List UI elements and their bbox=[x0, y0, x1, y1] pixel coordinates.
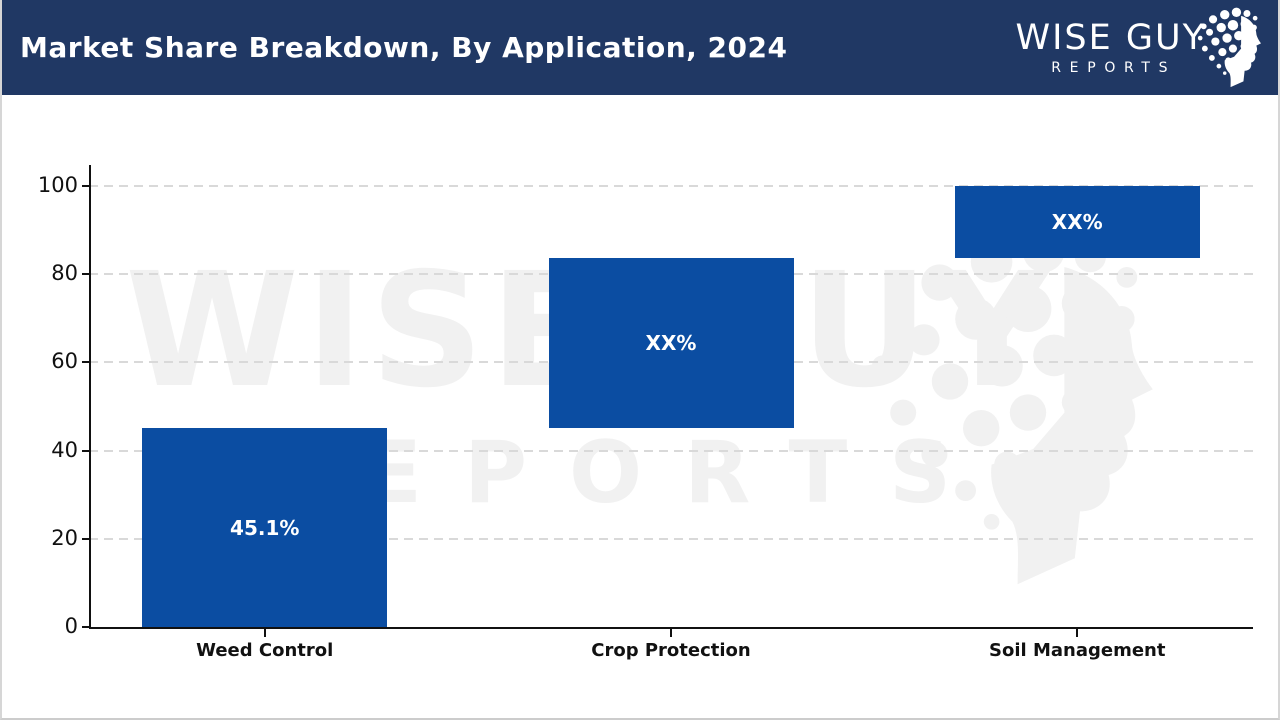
y-tick-label-80: 80 bbox=[51, 261, 78, 286]
y-gridline-100 bbox=[89, 185, 1253, 187]
y-tick-60 bbox=[82, 361, 89, 364]
wiseguy-logo: WISE GUY REPORTS bbox=[1015, 6, 1268, 90]
chart-header: Market Share Breakdown, By Application, … bbox=[0, 0, 1280, 95]
y-gridline-20 bbox=[89, 537, 1253, 540]
y-tick-100 bbox=[82, 185, 89, 187]
y-tick-label-0: 0 bbox=[64, 614, 78, 638]
x-category-label-crop-protection: Crop Protection bbox=[591, 640, 751, 661]
x-tick-soil-management bbox=[1076, 629, 1079, 637]
bar-value-label-soil-management: XX% bbox=[1051, 210, 1103, 235]
chart-title: Market Share Breakdown, By Application, … bbox=[20, 31, 788, 64]
y-tick-20 bbox=[82, 537, 89, 540]
bar-crop-protection bbox=[548, 258, 794, 429]
logo-head-icon bbox=[1197, 7, 1261, 88]
logo-subtext: REPORTS bbox=[1051, 59, 1177, 76]
y-tick-label-40: 40 bbox=[51, 437, 78, 462]
bar-weed-control bbox=[142, 428, 388, 627]
bar-value-label-weed-control: 45.1% bbox=[230, 515, 300, 540]
logo-text: WISE GUY REPORTS bbox=[1015, 17, 1206, 76]
x-category-label-soil-management: Soil Management bbox=[989, 640, 1166, 661]
y-tick-label-60: 60 bbox=[51, 349, 78, 374]
y-tick-0 bbox=[82, 626, 89, 628]
logo-wordmark: WISE GUY bbox=[1015, 17, 1206, 58]
x-tick-crop-protection bbox=[670, 629, 672, 637]
y-gridline-40 bbox=[89, 449, 1253, 452]
y-tick-80 bbox=[82, 273, 89, 276]
y-tick-label-20: 20 bbox=[51, 525, 78, 550]
y-tick-label-100: 100 bbox=[37, 173, 78, 197]
x-axis-spine bbox=[89, 627, 1253, 629]
x-category-label-weed-control: Weed Control bbox=[196, 640, 334, 661]
x-tick-weed-control bbox=[263, 629, 266, 637]
bar-value-label-crop-protection: XX% bbox=[645, 331, 697, 356]
y-tick-40 bbox=[82, 449, 89, 452]
y-axis-spine bbox=[89, 165, 91, 629]
